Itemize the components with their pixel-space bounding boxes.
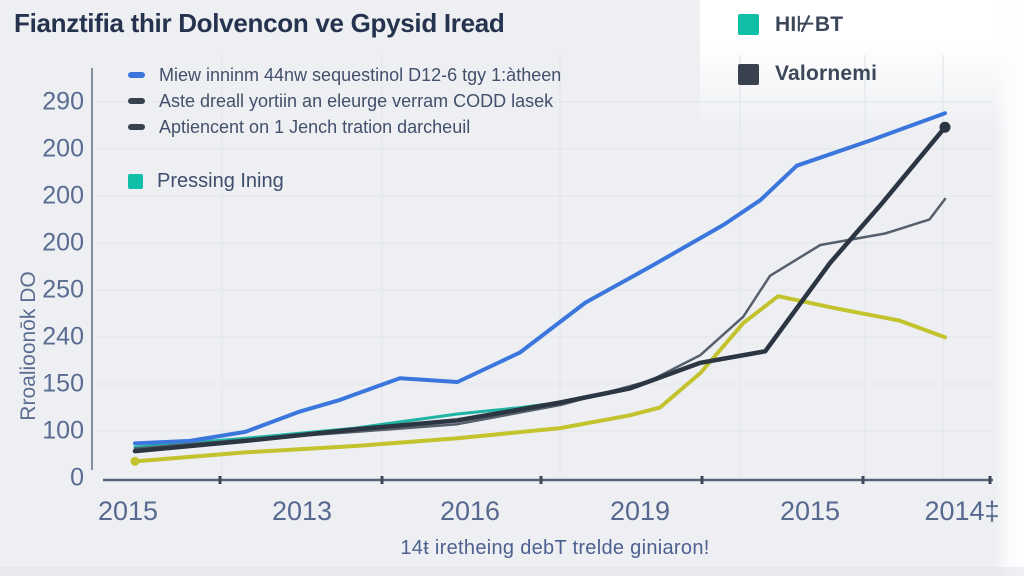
- x-tick-label: 2016: [439, 496, 501, 526]
- y-tick-label: 200: [42, 181, 84, 210]
- x-tick-label: 2019: [609, 496, 671, 526]
- y-tick-label: 290: [42, 87, 84, 116]
- legend-swatch-icon: [738, 13, 759, 35]
- legend-label: HI⊬BT: [775, 12, 844, 36]
- x-tick-label: 2013: [271, 496, 333, 526]
- y-tick-label: 250: [42, 275, 84, 304]
- x-tick-label: 2015: [97, 496, 159, 526]
- x-tick-label: 2015: [779, 496, 841, 526]
- x-tick-label: 2014‡: [924, 496, 1000, 526]
- legend-label: Aptiencent on 1 Jench tration darcheuil: [159, 116, 471, 137]
- x-axis-caption: 14ŧ iretheing debT trelde giniaron!: [400, 537, 710, 559]
- legend-top-right-item-1: Valornemi: [738, 58, 1018, 90]
- legend-label: Pressing Ining: [157, 169, 284, 192]
- y-tick-label: 200: [42, 134, 84, 163]
- legend-plot-item-3: Pressing Ining: [128, 166, 728, 196]
- legend-top-right: HI⊬BT Valornemi: [738, 8, 1018, 108]
- y-tick-label: 240: [42, 322, 84, 351]
- legend-label: Aste dreall yortiin an eleurge verram CO…: [159, 90, 554, 111]
- legend-swatch-icon: [128, 98, 145, 104]
- legend-top-right-item-0: HI⊬BT: [738, 8, 1018, 40]
- bottom-band: [0, 567, 1024, 576]
- series-yellow-line: [133, 294, 947, 464]
- legend-swatch-icon: [128, 72, 145, 78]
- y-tick-label: 0: [70, 463, 84, 492]
- series-yellow-line-start-dot: [130, 456, 140, 466]
- legend-label: Valornemi: [775, 62, 878, 85]
- y-tick-label: 200: [42, 228, 84, 257]
- chart-title: Fianztifia thir Dolvencon ve Gpysid Irea…: [14, 8, 505, 38]
- series-gray-line: [133, 197, 947, 450]
- legend-label: Miew inninm 44nw sequestinol D12-6 tgy 1…: [159, 64, 562, 85]
- legend-in-plot: Miew inninm 44nw sequestinol D12-6 tgy 1…: [128, 62, 728, 196]
- series-navy-line-end-dot: [939, 121, 951, 133]
- series-navy-line: [132, 125, 948, 454]
- white-right-backdrop: [995, 0, 1024, 576]
- y-tick-label: 150: [42, 369, 84, 398]
- legend-swatch-icon: [128, 124, 145, 130]
- legend-swatch-icon: [738, 63, 759, 85]
- legend-swatch-icon: [128, 173, 143, 189]
- y-tick-label: 100: [42, 416, 84, 445]
- legend-plot-item-2: Aptiencent on 1 Jench tration darcheuil: [128, 114, 728, 140]
- legend-plot-item-1: Aste dreall yortiin an eleurge verram CO…: [128, 88, 728, 114]
- legend-plot-item-0: Miew inninm 44nw sequestinol D12-6 tgy 1…: [128, 62, 728, 88]
- series-blue-line: [133, 111, 947, 446]
